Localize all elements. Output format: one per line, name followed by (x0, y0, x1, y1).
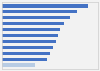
Bar (2, 63, 35, 67)
Bar (2, 28, 60, 31)
Bar (2, 46, 53, 49)
Bar (2, 34, 58, 37)
Bar (2, 22, 64, 25)
Bar (2, 52, 50, 55)
Bar (2, 40, 56, 43)
Bar (2, 10, 77, 13)
Bar (2, 16, 70, 19)
Bar (2, 58, 47, 61)
Bar (2, 4, 88, 8)
